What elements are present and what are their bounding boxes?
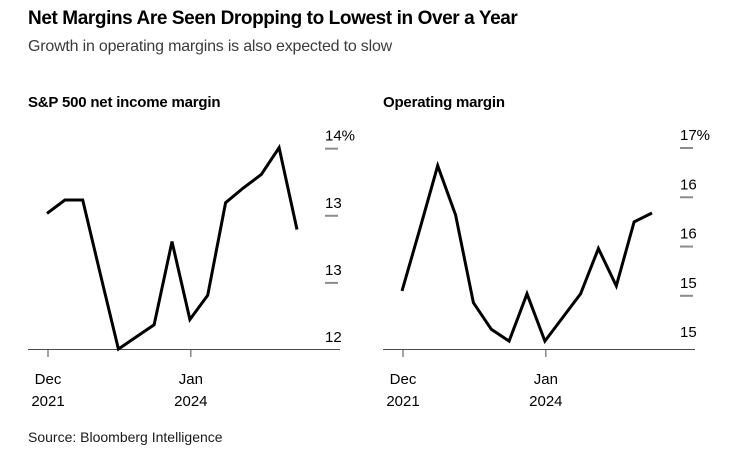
x-tick-label-month: Dec — [390, 371, 417, 388]
x-tick-label-year: 2021 — [31, 393, 64, 410]
x-tick-label-year: 2024 — [174, 393, 207, 410]
y-tick-label: 17% — [680, 127, 710, 144]
y-tick-dash — [680, 294, 693, 297]
y-tick-label: 16 — [680, 226, 697, 243]
y-tick-label: 14% — [325, 128, 355, 145]
page-subtitle: Growth in operating margins is also expe… — [28, 38, 393, 55]
chart-title-net-income-margin: S&P 500 net income margin — [28, 94, 221, 111]
net-income-margin-chart: Dec 2021 Jan 2024 14% 13 13 12 — [28, 128, 355, 410]
y-tick-dash — [325, 281, 338, 284]
x-tick-label-year: 2021 — [386, 393, 419, 410]
x-tick-label-month: Dec — [35, 371, 62, 388]
data-line — [46, 143, 299, 352]
y-tick-dash — [680, 196, 693, 199]
data-line — [400, 160, 653, 345]
y-tick-label: 13 — [325, 195, 342, 212]
y-tick-label: 12 — [325, 329, 342, 346]
y-tick-label: 13 — [325, 262, 342, 279]
x-tick-label-month: Jan — [534, 371, 558, 388]
page-title: Net Margins Are Seen Dropping to Lowest … — [28, 8, 518, 29]
y-tick-dash — [325, 147, 338, 150]
y-tick-dash — [680, 245, 693, 248]
x-tick-label-month: Jan — [179, 371, 203, 388]
chart-title-operating-margin: Operating margin — [383, 94, 505, 111]
y-tick-dash — [680, 147, 693, 149]
y-tick-label: 15 — [680, 275, 697, 292]
y-tick-label: 15 — [680, 324, 697, 341]
y-tick-dash — [325, 214, 338, 217]
x-tick-label-year: 2024 — [529, 393, 562, 410]
operating-margin-chart: Dec 2021 Jan 2024 17% 16 16 15 15 — [383, 127, 710, 410]
y-tick-label: 16 — [680, 176, 697, 193]
source-note: Source: Bloomberg Intelligence — [28, 429, 223, 445]
